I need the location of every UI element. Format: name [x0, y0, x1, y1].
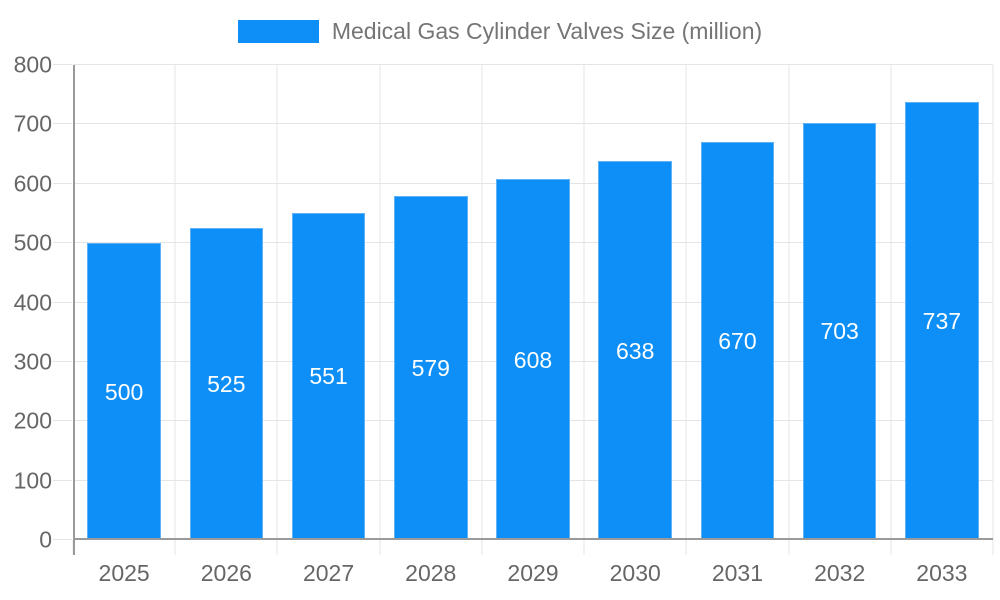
bar-2031[interactable]: 670	[700, 142, 775, 540]
bar-column: 500	[73, 65, 175, 540]
v-gridline	[890, 65, 892, 540]
v-gridline	[583, 65, 585, 540]
v-gridline	[481, 65, 483, 540]
bar-value-label: 579	[411, 355, 450, 382]
v-gridline	[788, 65, 790, 540]
bar-value-label: 638	[616, 337, 655, 364]
bar-2033[interactable]: 737	[905, 102, 979, 540]
bar-value-label: 670	[718, 328, 757, 355]
chart-legend[interactable]: Medical Gas Cylinder Valves Size (millio…	[0, 18, 1000, 44]
h-gridline	[73, 123, 993, 125]
v-gridline	[379, 65, 381, 540]
bar-column: 579	[380, 65, 482, 540]
bar-2026[interactable]: 525	[189, 228, 264, 540]
x-tick	[379, 540, 381, 555]
y-axis-line	[73, 65, 75, 555]
y-tick	[53, 123, 72, 125]
bar-2028[interactable]: 579	[393, 196, 468, 540]
x-tick	[481, 540, 483, 555]
x-tick-label: 2031	[711, 560, 764, 586]
y-tick	[53, 360, 72, 362]
y-tick	[53, 64, 72, 65]
h-gridline	[73, 64, 993, 65]
v-gridline	[992, 65, 994, 540]
x-tick-label: 2025	[98, 560, 150, 586]
y-tick-label: 400	[13, 289, 52, 315]
y-tick-label: 600	[13, 170, 52, 197]
bar-column: 670	[686, 65, 788, 540]
bar-2027[interactable]: 551	[291, 212, 366, 540]
bar-value-label: 500	[104, 378, 144, 405]
y-tick	[53, 539, 72, 540]
y-tick-label: 700	[13, 110, 52, 137]
v-gridline	[276, 65, 278, 540]
v-gridline	[174, 65, 176, 540]
x-tick	[174, 540, 176, 555]
legend-label: Medical Gas Cylinder Valves Size (millio…	[331, 18, 763, 44]
bar-value-label: 551	[309, 363, 348, 390]
y-tick-label: 100	[13, 467, 52, 494]
y-tick-label: 200	[13, 407, 52, 434]
bar-column: 551	[277, 65, 379, 540]
x-tick	[685, 540, 687, 555]
y-tick	[53, 479, 72, 481]
x-tick-label: 2033	[916, 560, 968, 586]
x-tick-label: 2028	[405, 560, 457, 586]
x-tick	[583, 540, 585, 555]
y-tick-label: 0	[39, 526, 52, 553]
bar-2025[interactable]: 500	[87, 243, 161, 540]
x-tick	[992, 540, 994, 555]
bar-column: 638	[584, 65, 686, 540]
plot-area: 500 525 551 579 608 638 670 703 737 0 100 200 300 40…	[14, 53, 994, 585]
x-tick-label: 2030	[609, 560, 661, 586]
bars-layer: 500 525 551 579 608 638 670 703 737	[73, 65, 993, 540]
x-tick-label: 2029	[507, 560, 559, 586]
v-gridline	[685, 65, 687, 540]
y-tick	[53, 301, 72, 303]
y-tick-label: 800	[13, 51, 52, 78]
bar-2029[interactable]: 608	[496, 179, 570, 540]
y-tick-label: 300	[13, 348, 52, 375]
bar-column: 525	[175, 65, 277, 540]
bar-column: 608	[482, 65, 584, 540]
y-tick	[53, 182, 72, 184]
bar-value-label: 703	[820, 318, 859, 345]
x-axis-line	[73, 538, 993, 540]
x-tick-label: 2027	[302, 560, 355, 586]
bar-2030[interactable]: 638	[598, 161, 672, 540]
bar-value-label: 525	[207, 371, 246, 398]
bar-value-label: 737	[922, 308, 962, 335]
x-tick-label: 2026	[200, 560, 252, 586]
bar-value-label: 608	[513, 346, 553, 373]
y-tick	[53, 242, 72, 244]
bar-column: 703	[789, 65, 891, 540]
x-tick	[276, 540, 278, 555]
y-tick-label: 500	[13, 229, 52, 256]
legend-swatch[interactable]	[237, 20, 319, 44]
x-tick-label: 2032	[814, 560, 866, 586]
x-tick	[890, 540, 892, 555]
x-tick	[788, 540, 790, 555]
bar-2032[interactable]: 703	[802, 122, 877, 540]
bar-column: 737	[891, 65, 993, 540]
y-tick	[53, 420, 72, 422]
